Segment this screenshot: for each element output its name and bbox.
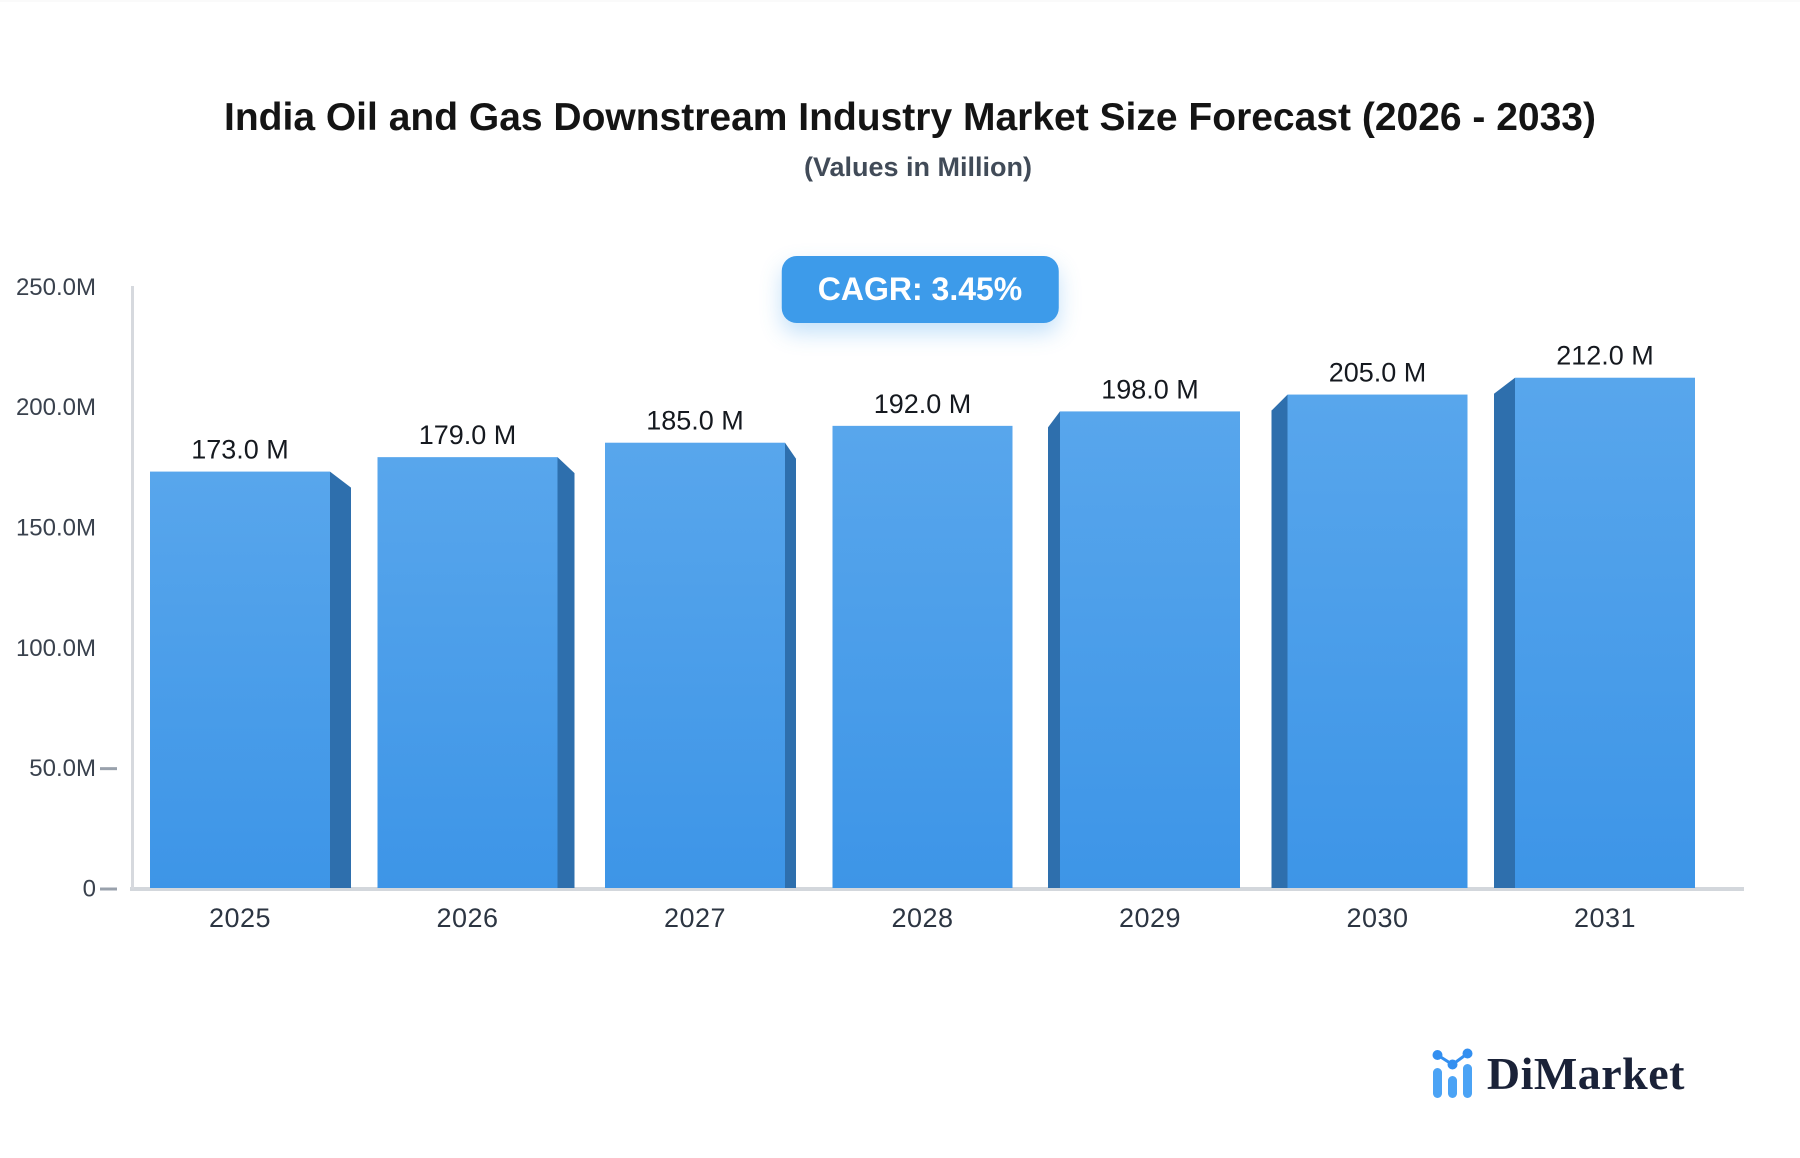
bar-side-face bbox=[1494, 377, 1515, 888]
y-axis-label: 100.0M bbox=[16, 635, 96, 662]
x-axis-label: 2025 bbox=[209, 903, 271, 933]
bar[interactable] bbox=[832, 425, 1013, 888]
y-axis-label: 250.0M bbox=[16, 274, 96, 301]
bar-side-face bbox=[785, 442, 796, 888]
bar[interactable] bbox=[1060, 411, 1240, 888]
bar-side-face bbox=[1271, 394, 1288, 888]
bar-value-label: 185.0 M bbox=[646, 406, 744, 436]
bar-value-label: 205.0 M bbox=[1329, 358, 1427, 388]
x-axis-label: 2030 bbox=[1346, 903, 1408, 933]
x-axis-label: 2029 bbox=[1119, 903, 1181, 933]
cagr-badge: CAGR: 3.45% bbox=[781, 256, 1059, 323]
bar[interactable] bbox=[150, 471, 330, 888]
bar-side-face bbox=[1048, 411, 1060, 888]
x-axis-label: 2031 bbox=[1574, 903, 1636, 933]
x-axis-label: 2028 bbox=[891, 903, 953, 933]
bar-side-face bbox=[557, 457, 575, 888]
bar[interactable] bbox=[605, 442, 785, 888]
y-axis-label: 200.0M bbox=[16, 394, 96, 421]
brand-logo-text: DiMarket bbox=[1486, 1048, 1685, 1099]
bar[interactable] bbox=[1515, 377, 1695, 888]
y-tick-mark bbox=[100, 767, 117, 771]
y-axis-label: 50.0M bbox=[29, 755, 96, 782]
y-axis-label: 0 bbox=[83, 876, 96, 903]
bar-value-label: 198.0 M bbox=[1101, 374, 1199, 404]
page-title: India Oil and Gas Downstream Industry Ma… bbox=[224, 96, 1596, 139]
x-axis-label: 2027 bbox=[664, 903, 726, 933]
bar-value-label: 192.0 M bbox=[874, 389, 972, 419]
bar-value-label: 173.0 M bbox=[191, 435, 289, 465]
x-axis-label: 2026 bbox=[436, 903, 498, 933]
bar[interactable] bbox=[377, 457, 558, 888]
y-axis-label: 150.0M bbox=[16, 514, 96, 541]
bar-value-label: 212.0 M bbox=[1556, 341, 1654, 371]
y-tick-mark bbox=[100, 887, 117, 891]
bar[interactable] bbox=[1287, 394, 1468, 888]
brand-logo: DiMarket bbox=[1430, 1048, 1685, 1100]
bar-side-face bbox=[330, 471, 351, 888]
page-subtitle: (Values in Million) bbox=[803, 152, 1033, 182]
x-axis-line bbox=[130, 887, 1744, 891]
y-axis-line bbox=[131, 286, 134, 889]
bar-chart-logo-icon bbox=[1432, 1048, 1473, 1098]
bar-value-label: 179.0 M bbox=[419, 420, 517, 450]
